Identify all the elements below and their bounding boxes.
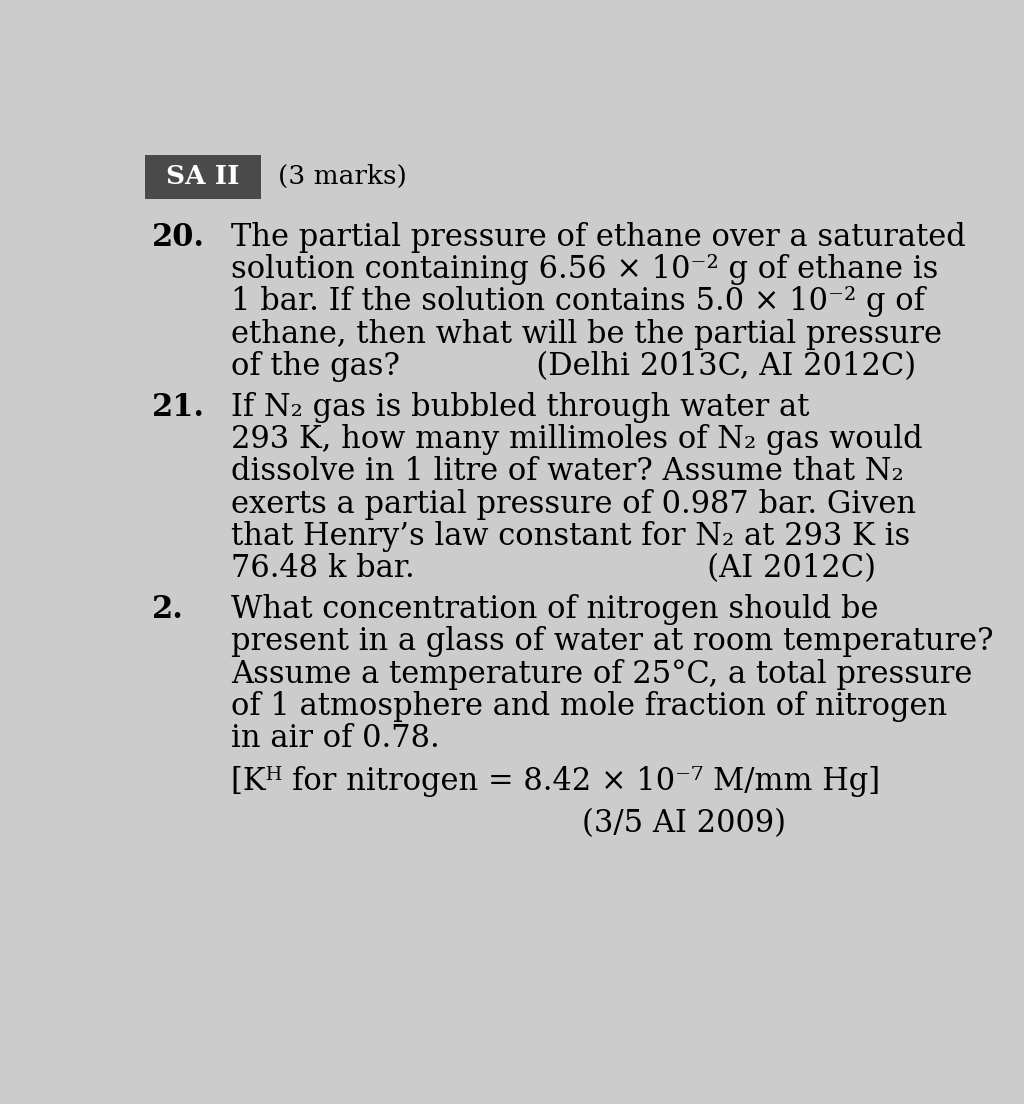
Text: solution containing 6.56 × 10⁻² g of ethane is: solution containing 6.56 × 10⁻² g of eth…	[231, 254, 939, 285]
Text: 293 K, how many millimoles of N₂ gas would: 293 K, how many millimoles of N₂ gas wou…	[231, 424, 923, 455]
Text: present in a glass of water at room temperature?: present in a glass of water at room temp…	[231, 626, 993, 657]
Text: 2.: 2.	[152, 594, 183, 625]
Text: SA II: SA II	[166, 164, 240, 189]
Text: 76.48 k bar.                              (AI 2012C): 76.48 k bar. (AI 2012C)	[231, 553, 877, 584]
Text: 20.: 20.	[152, 222, 205, 253]
Text: of the gas?              (Delhi 2013C, AI 2012C): of the gas? (Delhi 2013C, AI 2012C)	[231, 351, 916, 382]
Text: 1 bar. If the solution contains 5.0 × 10⁻² g of: 1 bar. If the solution contains 5.0 × 10…	[231, 286, 925, 317]
Text: dissolve in 1 litre of water? Assume that N₂: dissolve in 1 litre of water? Assume tha…	[231, 456, 904, 487]
Text: (3/5 AI 2009): (3/5 AI 2009)	[231, 808, 786, 839]
Text: What concentration of nitrogen should be: What concentration of nitrogen should be	[231, 594, 879, 625]
Text: exerts a partial pressure of 0.987 bar. Given: exerts a partial pressure of 0.987 bar. …	[231, 489, 916, 520]
FancyBboxPatch shape	[145, 155, 260, 199]
Text: ethane, then what will be the partial pressure: ethane, then what will be the partial pr…	[231, 319, 942, 350]
Text: If N₂ gas is bubbled through water at: If N₂ gas is bubbled through water at	[231, 392, 810, 423]
Text: The partial pressure of ethane over a saturated: The partial pressure of ethane over a sa…	[231, 222, 966, 253]
Text: 21.: 21.	[152, 392, 205, 423]
Text: in air of 0.78.: in air of 0.78.	[231, 723, 440, 754]
Text: (3 marks): (3 marks)	[278, 164, 407, 189]
Text: of 1 atmosphere and mole fraction of nitrogen: of 1 atmosphere and mole fraction of nit…	[231, 691, 947, 722]
Text: Assume a temperature of 25°C, a total pressure: Assume a temperature of 25°C, a total pr…	[231, 659, 973, 690]
Text: [Kᴴ for nitrogen = 8.42 × 10⁻⁷ M/mm Hg]: [Kᴴ for nitrogen = 8.42 × 10⁻⁷ M/mm Hg]	[231, 766, 881, 797]
Text: that Henry’s law constant for N₂ at 293 K is: that Henry’s law constant for N₂ at 293 …	[231, 521, 910, 552]
